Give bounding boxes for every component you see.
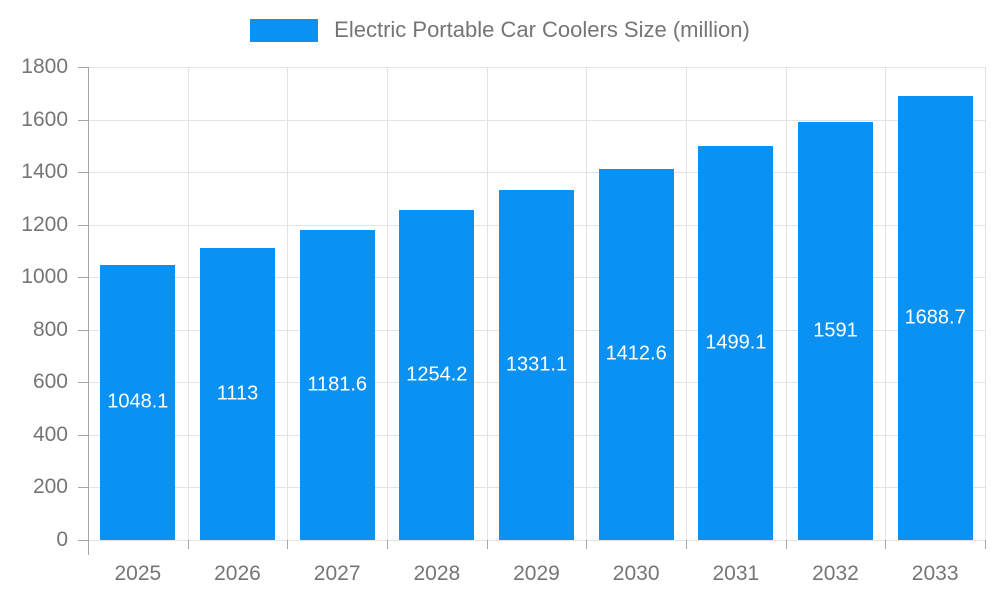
y-axis-tick-label: 200 bbox=[32, 475, 68, 499]
bar-value-label: 1331.1 bbox=[505, 353, 568, 376]
y-axis-tick bbox=[78, 540, 88, 541]
bar-value-label: 1591 bbox=[813, 319, 858, 342]
x-axis-tick bbox=[885, 540, 887, 549]
gridline-vertical bbox=[885, 67, 887, 540]
bar: 1688.7 bbox=[897, 96, 973, 540]
y-axis-tick-label: 1800 bbox=[21, 55, 68, 78]
bar-value-label: 1254.2 bbox=[406, 363, 468, 386]
gridline-vertical bbox=[586, 67, 588, 540]
y-axis-tick-label: 1000 bbox=[21, 265, 68, 289]
y-axis-tick bbox=[78, 224, 88, 226]
y-axis-tick bbox=[78, 119, 88, 121]
bar-value-label: 1113 bbox=[216, 382, 259, 405]
bar: 1412.6 bbox=[598, 168, 674, 540]
gridline-vertical bbox=[785, 67, 787, 540]
y-axis-tick bbox=[78, 487, 88, 489]
x-axis-tick bbox=[387, 540, 388, 549]
x-axis-tick-label: 2027 bbox=[313, 562, 361, 585]
x-axis-tick-label: 2031 bbox=[712, 562, 760, 585]
bar: 1181.6 bbox=[299, 229, 375, 540]
x-axis-tick bbox=[287, 540, 289, 549]
x-axis-tick bbox=[486, 540, 488, 549]
gridline-horizontal bbox=[88, 172, 985, 174]
x-axis-tick-label: 2033 bbox=[911, 562, 959, 585]
x-axis-tick bbox=[785, 540, 787, 549]
gridline-horizontal bbox=[88, 540, 985, 541]
gridline-vertical bbox=[287, 67, 289, 540]
bar-value-label: 1688.7 bbox=[904, 306, 966, 329]
chart-legend: Electric Portable Car Coolers Size (mill… bbox=[0, 14, 1000, 46]
gridline-vertical bbox=[486, 67, 488, 540]
y-axis-tick-label: 0 bbox=[56, 528, 68, 551]
y-axis-tick bbox=[78, 382, 88, 384]
y-axis-tick-label: 800 bbox=[32, 317, 68, 341]
y-axis-tick-label: 1400 bbox=[21, 160, 68, 184]
bar-value-label: 1048.1 bbox=[107, 390, 169, 413]
bar: 1591 bbox=[798, 121, 873, 540]
y-axis-line bbox=[88, 67, 89, 555]
x-axis-tick-label: 2028 bbox=[413, 562, 461, 585]
legend-label: Electric Portable Car Coolers Size (mill… bbox=[334, 17, 750, 42]
y-axis-tick bbox=[78, 67, 88, 68]
bar: 1113 bbox=[200, 247, 275, 540]
y-axis-tick-label: 400 bbox=[32, 422, 68, 446]
x-axis-tick bbox=[686, 540, 687, 549]
x-axis-tick-label: 2030 bbox=[612, 562, 660, 585]
y-axis-tick-label: 1200 bbox=[21, 212, 68, 236]
x-axis-tick-label: 2025 bbox=[114, 562, 162, 585]
y-axis-tick bbox=[78, 172, 88, 174]
bar: 1254.2 bbox=[399, 210, 475, 540]
y-axis-tick bbox=[78, 434, 88, 436]
x-axis-tick bbox=[586, 540, 588, 549]
bar: 1048.1 bbox=[100, 264, 176, 540]
gridline-horizontal bbox=[88, 67, 985, 68]
y-axis-tick bbox=[78, 277, 88, 279]
bar: 1331.1 bbox=[499, 190, 574, 540]
x-axis-tick-label: 2029 bbox=[513, 562, 560, 585]
bar: 1499.1 bbox=[698, 146, 774, 540]
x-axis-tick bbox=[88, 540, 89, 549]
x-axis-tick bbox=[187, 540, 189, 549]
bar-value-label: 1181.6 bbox=[307, 373, 367, 396]
y-axis-tick-label: 1600 bbox=[21, 107, 68, 131]
gridline-horizontal bbox=[88, 119, 985, 121]
bar-value-label: 1412.6 bbox=[605, 342, 667, 365]
bar-value-label: 1499.1 bbox=[705, 331, 767, 354]
y-axis-tick-label: 600 bbox=[32, 370, 68, 394]
gridline-vertical bbox=[985, 67, 986, 540]
gridline-vertical bbox=[387, 67, 388, 540]
x-axis-tick-label: 2026 bbox=[214, 562, 261, 585]
y-axis-tick bbox=[78, 329, 88, 331]
legend-swatch bbox=[250, 18, 319, 42]
gridline-vertical bbox=[686, 67, 687, 540]
x-axis-tick bbox=[985, 540, 986, 549]
x-axis-tick-label: 2032 bbox=[812, 562, 859, 585]
gridline-vertical bbox=[187, 67, 189, 540]
